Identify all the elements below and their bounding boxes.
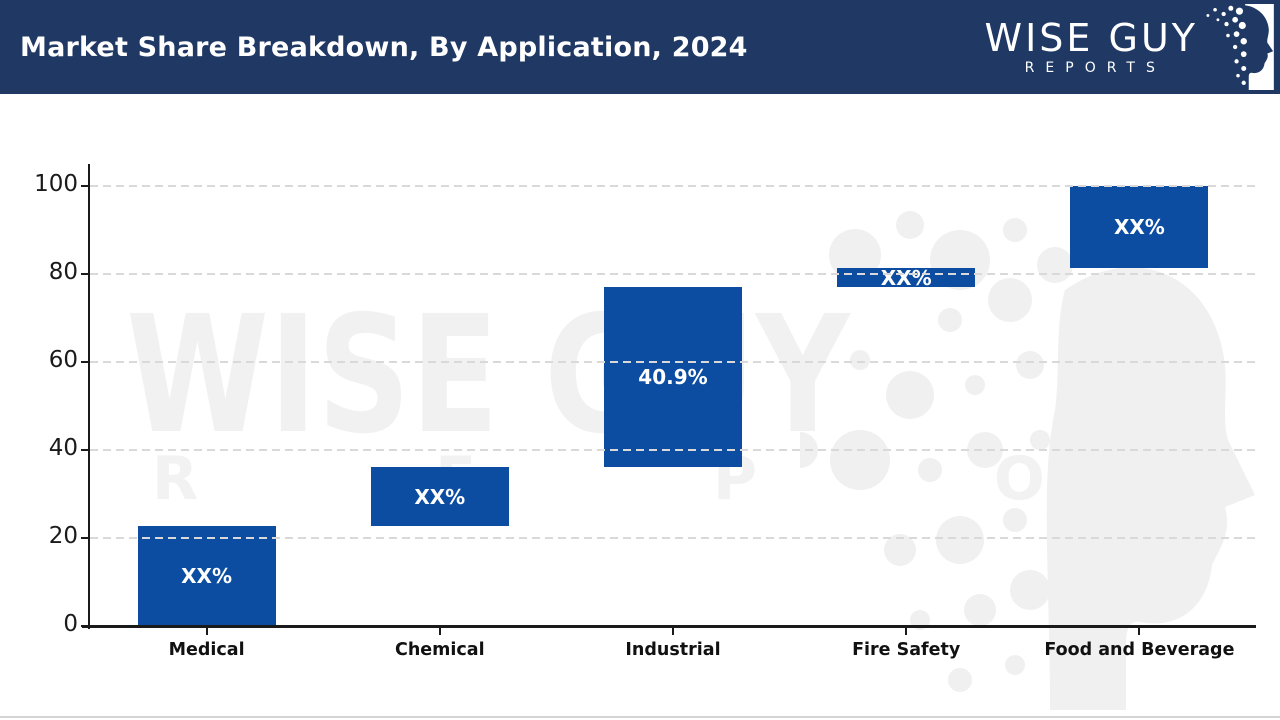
y-tick-mark — [81, 536, 88, 539]
gridline — [90, 360, 1256, 363]
bar-value-label: 40.9% — [638, 365, 708, 390]
bar-value-label: XX% — [1113, 214, 1165, 239]
gridline — [90, 184, 1256, 187]
y-tick-label: 0 — [63, 611, 78, 637]
y-tick-mark — [81, 272, 88, 275]
x-category-label: Fire Safety — [852, 640, 961, 660]
face-profile-icon — [1206, 4, 1274, 90]
gridline — [90, 272, 1256, 275]
page-title: Market Share Breakdown, By Application, … — [20, 31, 748, 63]
bar-value-label: XX% — [880, 265, 932, 290]
x-tick-mark — [1138, 628, 1141, 635]
watermark-face-icon — [800, 206, 1255, 710]
y-tick-label: 100 — [34, 170, 78, 197]
x-category-label: Medical — [168, 640, 245, 660]
y-tick-mark — [81, 360, 88, 363]
bar-value-label: XX% — [414, 484, 466, 509]
x-category-label: Industrial — [625, 640, 721, 660]
bar-segment: XX% — [1070, 185, 1209, 269]
x-tick-mark — [205, 628, 208, 635]
x-tick-mark — [438, 628, 441, 635]
y-tick-label: 80 — [48, 258, 78, 285]
y-tick-label: 20 — [48, 522, 78, 549]
y-tick-mark — [81, 625, 88, 627]
y-tick-label: 40 — [48, 434, 78, 461]
bar-segment: XX% — [370, 467, 509, 526]
bar-value-label: XX% — [181, 563, 233, 588]
header-bar: Market Share Breakdown, By Application, … — [0, 0, 1280, 94]
x-tick-mark — [672, 628, 674, 635]
x-category-label: Chemical — [395, 640, 485, 660]
bottom-divider — [0, 716, 1280, 718]
x-category-label: Food and Beverage — [1044, 640, 1235, 660]
bar-segment: XX% — [137, 526, 276, 626]
x-tick-mark — [905, 628, 908, 635]
wise-guy-reports-logo: WISE GUY REPORTS — [985, 4, 1280, 90]
logo-wordmark: WISE GUY — [984, 16, 1198, 60]
y-tick-label: 60 — [48, 346, 78, 373]
bar-segment: 40.9% — [604, 287, 742, 468]
bar-segment: XX% — [837, 265, 976, 290]
x-axis — [82, 625, 1256, 628]
y-tick-mark — [81, 184, 88, 187]
y-axis — [88, 164, 90, 629]
y-tick-mark — [81, 448, 88, 451]
gridline — [90, 448, 1256, 451]
logo-subtitle: REPORTS — [1024, 60, 1166, 76]
gridline — [90, 536, 1256, 539]
logo-text: WISE GUY REPORTS — [985, 19, 1198, 75]
